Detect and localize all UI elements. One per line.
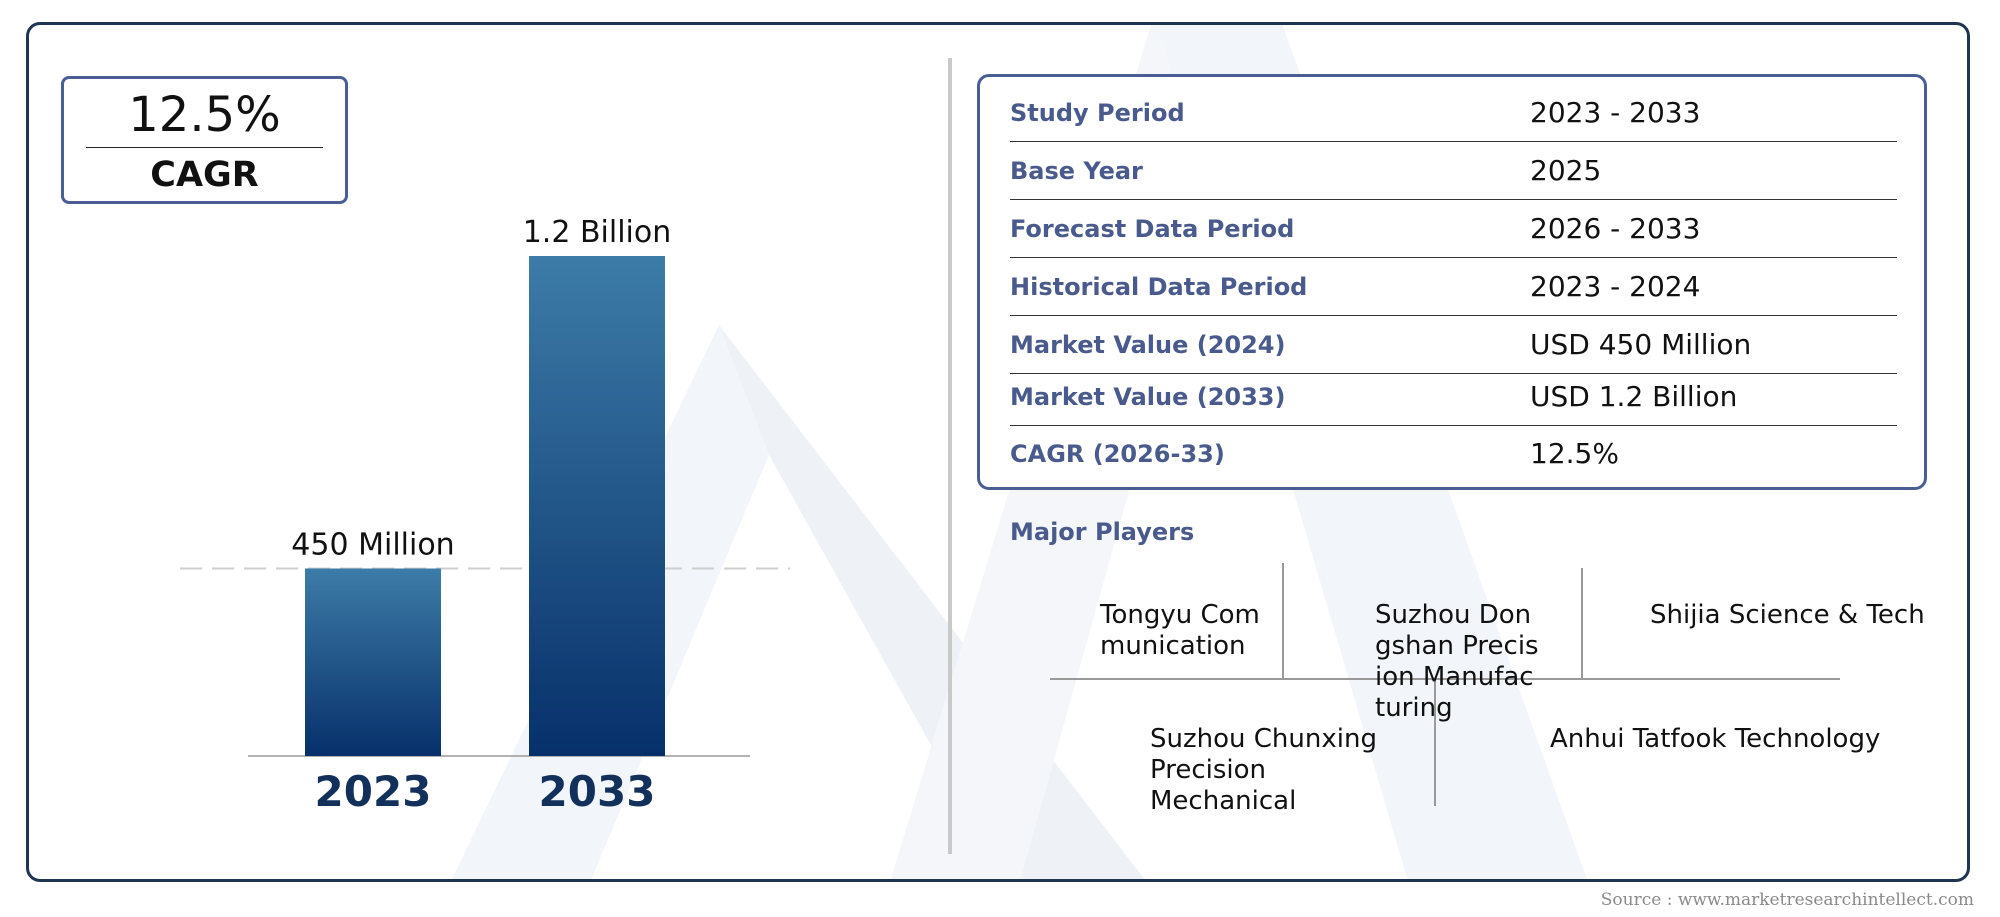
cagr-box: 12.5% CAGR	[61, 76, 348, 204]
player-name: Tongyu Communication	[1100, 600, 1260, 661]
info-value: USD 1.2 Billion	[1530, 380, 1738, 413]
info-row: Market Value (2033) USD 1.2 Billion	[1010, 373, 1897, 426]
info-value: 2023 - 2033	[1530, 96, 1701, 129]
cagr-value: 12.5%	[128, 87, 281, 143]
bar-2023	[305, 568, 441, 756]
info-row: Historical Data Period 2023 - 2024	[1010, 257, 1897, 316]
info-key: CAGR (2026-33)	[1010, 440, 1225, 468]
info-value: USD 450 Million	[1530, 328, 1752, 361]
info-value: 2023 - 2024	[1530, 270, 1701, 303]
player-name: Anhui Tatfook Technology	[1550, 724, 1881, 754]
player-divider	[1434, 678, 1436, 806]
bar-2033	[529, 256, 665, 756]
info-key: Market Value (2024)	[1010, 331, 1286, 359]
major-players-title: Major Players	[1010, 518, 1195, 546]
info-key: Historical Data Period	[1010, 273, 1308, 301]
vertical-divider	[948, 58, 952, 854]
x-tick-label: 2033	[539, 767, 656, 816]
info-key: Study Period	[1010, 99, 1185, 127]
player-divider	[1282, 563, 1284, 678]
info-key: Market Value (2033)	[1010, 383, 1286, 411]
info-row: CAGR (2026-33) 12.5%	[1010, 425, 1897, 482]
info-value: 2025	[1530, 154, 1602, 187]
info-key: Forecast Data Period	[1010, 215, 1295, 243]
player-name: Suzhou Chunxing Precision Mechanical	[1150, 724, 1377, 816]
player-name: Suzhou Dongshan Precision Manufacturing	[1375, 600, 1539, 723]
info-row: Study Period 2023 - 2033	[1010, 77, 1897, 142]
info-table: Study Period 2023 - 2033 Base Year 2025 Fore…	[977, 74, 1927, 490]
info-value: 2026 - 2033	[1530, 212, 1701, 245]
info-value: 12.5%	[1530, 437, 1619, 470]
cagr-label: CAGR	[150, 155, 259, 195]
info-row: Base Year 2025	[1010, 141, 1897, 200]
player-divider	[1581, 568, 1583, 678]
player-name: Shijia Science & Tech	[1650, 600, 1925, 630]
x-tick-label: 2023	[315, 767, 432, 816]
data-label: 450 Million	[291, 528, 454, 563]
data-label: 1.2 Billion	[523, 215, 672, 250]
player-divider	[1050, 678, 1840, 680]
source-note: Source : www.marketresearchintellect.com	[1600, 890, 1974, 910]
info-row: Forecast Data Period 2026 - 2033	[1010, 199, 1897, 258]
info-key: Base Year	[1010, 157, 1143, 185]
cagr-divider	[86, 147, 323, 148]
info-row: Market Value (2024) USD 450 Million	[1010, 315, 1897, 374]
market-bar-chart: 450 Million 2023 1.2 Billion 2033	[180, 215, 790, 816]
